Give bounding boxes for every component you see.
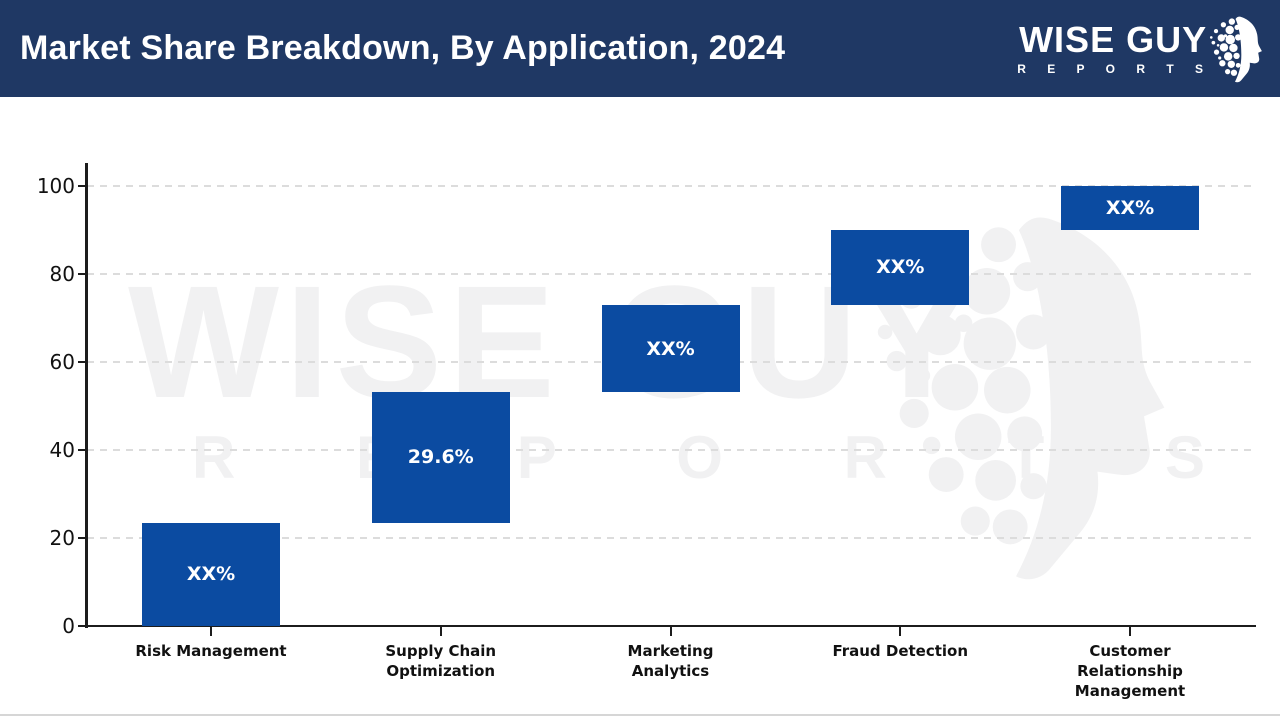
waterfall-bar: XX% bbox=[142, 522, 280, 626]
x-axis-line bbox=[85, 624, 1256, 627]
waterfall-bar: XX% bbox=[831, 229, 970, 306]
logo-wordmark: WISE GUY bbox=[1019, 19, 1208, 60]
x-axis-category-label: Customer Relationship Management bbox=[1074, 642, 1186, 700]
gridline bbox=[87, 185, 1256, 187]
x-axis-tick bbox=[899, 627, 902, 636]
x-axis-tick bbox=[439, 627, 442, 636]
wiseguy-logo: WISE GUY R E P O R T S bbox=[1014, 13, 1264, 85]
bar-value-label: 29.6% bbox=[407, 446, 474, 469]
bar-value-label: XX% bbox=[876, 256, 925, 279]
header-bar: Market Share Breakdown, By Application, … bbox=[0, 0, 1280, 97]
x-axis-category-label: Marketing Analytics bbox=[627, 642, 714, 680]
y-axis-tick bbox=[78, 449, 87, 451]
y-axis-tick-label: 20 bbox=[49, 526, 75, 550]
logo-text: WISE GUY R E P O R T S bbox=[1014, 19, 1212, 76]
x-axis-category-label: Fraud Detection bbox=[832, 642, 969, 660]
bar-value-label: XX% bbox=[1105, 196, 1155, 219]
bar-value-label: XX% bbox=[646, 337, 695, 360]
logo-subtitle: R E P O R T S bbox=[1017, 62, 1212, 76]
y-axis-tick bbox=[78, 625, 87, 627]
y-axis-tick-label: 40 bbox=[49, 438, 75, 462]
y-axis-tick bbox=[78, 361, 87, 363]
y-axis-tick-label: 100 bbox=[36, 174, 75, 198]
chart-title: Market Share Breakdown, By Application, … bbox=[20, 29, 786, 67]
y-axis-tick bbox=[78, 537, 87, 539]
gridline bbox=[87, 273, 1256, 275]
y-axis-tick bbox=[78, 273, 87, 275]
x-axis-tick bbox=[669, 627, 672, 636]
waterfall-bar: XX% bbox=[601, 305, 740, 393]
x-axis-category-label: Supply Chain Optimization bbox=[385, 642, 497, 680]
x-axis-tick bbox=[1129, 627, 1131, 636]
waterfall-bar: 29.6% bbox=[371, 392, 510, 523]
y-axis-tick bbox=[78, 185, 87, 187]
gridline bbox=[87, 449, 1256, 451]
y-axis-line bbox=[85, 163, 88, 628]
x-axis-category-label: Risk Management bbox=[135, 642, 287, 660]
y-axis-tick-label: 0 bbox=[62, 614, 75, 638]
gridline bbox=[87, 537, 1256, 539]
wiseguy-head-icon bbox=[1206, 13, 1264, 85]
waterfall-bar: XX% bbox=[1061, 186, 1199, 230]
bottom-divider bbox=[0, 714, 1280, 716]
bar-value-label: XX% bbox=[186, 563, 236, 586]
watermark-wordmark: WISE GUY bbox=[128, 252, 977, 431]
y-axis-tick-label: 60 bbox=[49, 350, 75, 374]
y-axis-tick-label: 80 bbox=[49, 262, 75, 286]
x-axis-tick bbox=[210, 627, 212, 636]
